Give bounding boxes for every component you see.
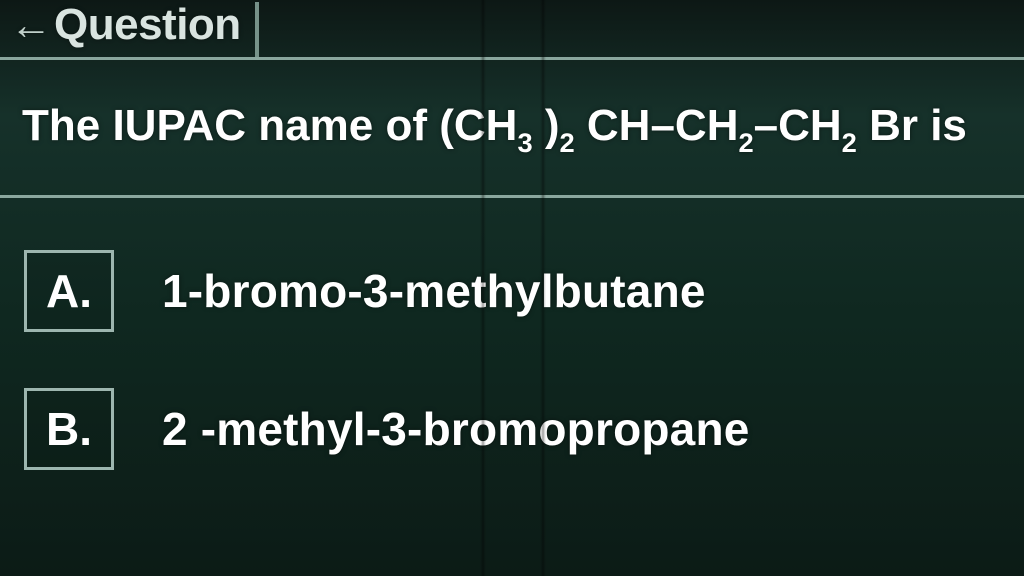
q-seg: ) (533, 101, 560, 150)
option-text: 2 -methyl-3-bromopropane (162, 402, 750, 456)
question-box: The IUPAC name of (CH3 )2 CH–CH2–CH2 Br … (0, 60, 1024, 198)
q-sub: 2 (738, 127, 753, 158)
q-seg: CH–CH (575, 101, 739, 150)
header-row: ← Question (0, 0, 1024, 60)
option-row-b[interactable]: B. 2 -methyl-3-bromopropane (24, 388, 1004, 470)
option-letter-box: B. (24, 388, 114, 470)
option-letter-box: A. (24, 250, 114, 332)
option-row-a[interactable]: A. 1-bromo-3-methylbutane (24, 250, 1004, 332)
question-text: The IUPAC name of (CH3 )2 CH–CH2–CH2 Br … (22, 98, 1006, 153)
q-seg: –CH (754, 101, 842, 150)
q-sub: 2 (560, 127, 575, 158)
q-seg: The IUPAC name of (CH (22, 101, 517, 150)
question-tab-label[interactable]: Question (54, 0, 241, 50)
options-list: A. 1-bromo-3-methylbutane B. 2 -methyl-3… (0, 198, 1024, 470)
option-letter: A. (46, 264, 92, 318)
q-sub: 2 (842, 127, 857, 158)
q-seg: Br is (857, 101, 967, 150)
back-arrow-icon[interactable]: ← (10, 0, 54, 50)
q-sub: 3 (517, 127, 532, 158)
option-text: 1-bromo-3-methylbutane (162, 264, 706, 318)
option-letter: B. (46, 402, 92, 456)
tab-divider (255, 2, 259, 58)
